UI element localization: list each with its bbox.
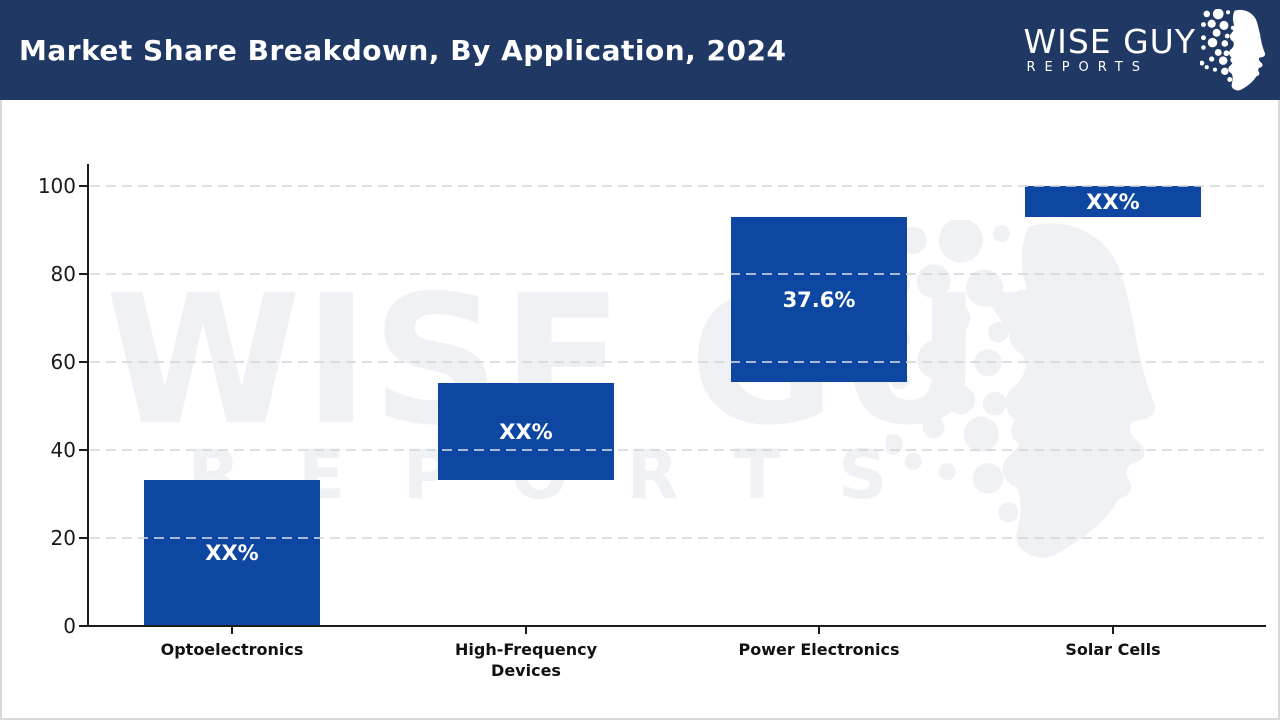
y-tick-label: 80 — [50, 262, 76, 286]
y-tick-label: 40 — [50, 438, 76, 462]
x-category-label: Solar Cells — [1065, 640, 1161, 659]
x-category-label: Power Electronics — [738, 640, 900, 659]
page-title: Market Share Breakdown, By Application, … — [19, 34, 787, 67]
gridline — [90, 185, 1264, 187]
x-tick-mark — [818, 627, 820, 634]
brand-name: WISE GUY — [1023, 21, 1196, 61]
y-tick-mark — [79, 449, 87, 451]
y-tick-mark — [79, 273, 87, 275]
x-axis-line — [87, 625, 1266, 627]
gridline — [90, 449, 1264, 451]
x-tick-mark — [525, 627, 527, 634]
x-tick-mark — [231, 627, 233, 634]
x-category-label: High-Frequency Devices — [454, 640, 597, 680]
gridline — [90, 361, 1264, 363]
bar-value-label: XX% — [205, 541, 259, 565]
gridline — [90, 537, 1264, 539]
watermark-face-icon — [886, 220, 1158, 560]
bar-value-label: XX% — [499, 419, 553, 444]
brand-subtitle: REPORTS — [1026, 60, 1150, 76]
bar-value-label: 37.6% — [782, 287, 856, 312]
x-tick-mark — [1112, 627, 1114, 634]
bar-high-frequency-devices: XX% — [438, 383, 614, 480]
brand-logo: WISE GUY REPORTS — [1023, 6, 1266, 94]
y-tick-label: 0 — [63, 614, 76, 638]
x-category-label: Optoelectronics — [160, 640, 304, 659]
bar-value-label: XX% — [1086, 189, 1140, 214]
y-tick-mark — [79, 625, 87, 627]
y-tick-mark — [79, 537, 87, 539]
y-tick-label: 20 — [50, 526, 76, 550]
header-bar: Market Share Breakdown, By Application, … — [0, 0, 1280, 100]
chart-area: WISE GUY REPORTS XX%XX%37.6%XX% 02040608… — [0, 100, 1280, 720]
y-axis-line — [87, 164, 89, 627]
y-tick-mark — [79, 185, 87, 187]
bar-optoelectronics: XX% — [144, 480, 320, 626]
y-tick-mark — [79, 361, 87, 363]
brand-logo-text: WISE GUY REPORTS — [1023, 21, 1196, 76]
bar-power-electronics: 37.6% — [731, 217, 907, 382]
y-tick-label: 60 — [50, 350, 76, 374]
brand-face-icon — [1200, 9, 1266, 91]
y-tick-label: 100 — [37, 174, 76, 198]
bar-solar-cells: XX% — [1025, 186, 1201, 217]
gridline — [90, 273, 1264, 275]
